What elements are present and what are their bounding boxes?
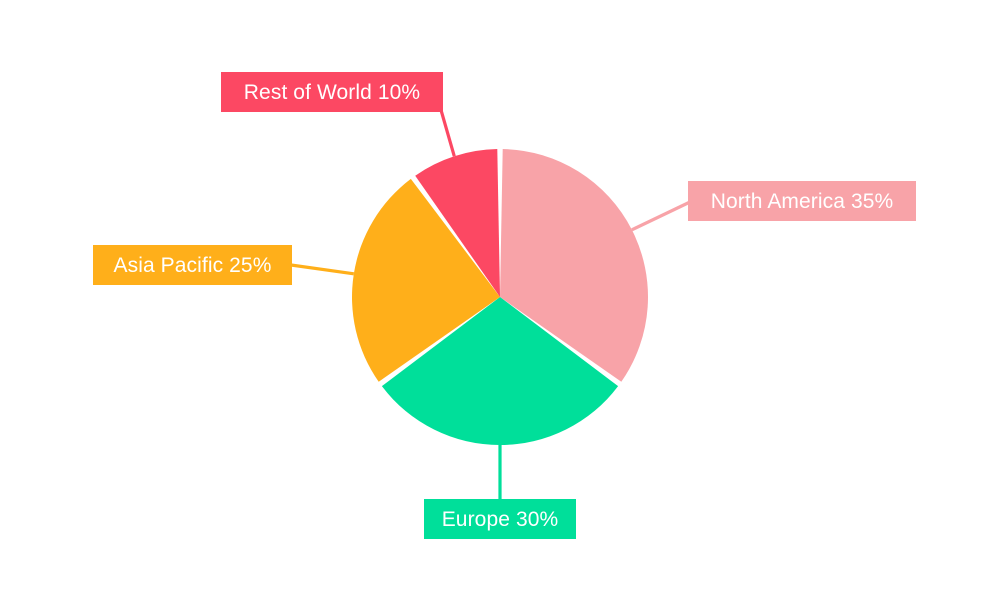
pie-label-rest-of-world-text: Rest of World 10% (243, 80, 421, 104)
pie-label-europe-text: Europe 30% (441, 507, 559, 531)
pie-label-asia-pacific[interactable]: Asia Pacific 25% (93, 245, 292, 285)
leader-line-north-america (631, 200, 691, 232)
leader-lines (290, 109, 691, 499)
pie-label-north-america[interactable]: North America 35% (688, 181, 916, 221)
pie-slice-asia-pacific[interactable] (352, 178, 500, 382)
pie-label-north-america-text: North America 35% (710, 189, 894, 213)
pie-slice-north-america[interactable] (500, 149, 649, 382)
pie-label-asia-pacific-text: Asia Pacific 25% (113, 253, 272, 277)
leader-line-asia-pacific (290, 263, 355, 276)
pie-slice-rest-of-world[interactable] (415, 149, 500, 297)
pie-slice-europe[interactable] (381, 297, 619, 445)
pie-slices (352, 149, 649, 445)
pie-label-rest-of-world[interactable]: Rest of World 10% (221, 72, 443, 112)
pie-label-europe[interactable]: Europe 30% (424, 499, 576, 539)
leader-line-rest-of-world (439, 109, 456, 157)
